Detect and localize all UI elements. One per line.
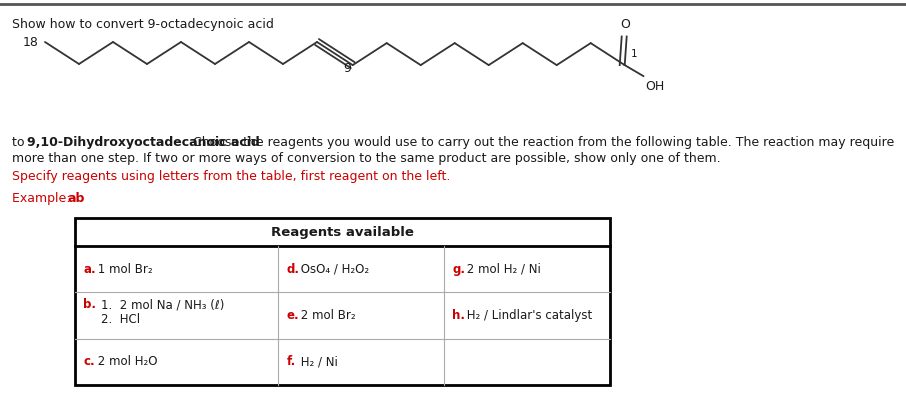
Text: a.: a.	[83, 263, 96, 276]
Text: g.: g.	[452, 263, 465, 276]
Text: O: O	[620, 17, 630, 30]
Text: OH: OH	[645, 80, 665, 93]
Text: Reagents available: Reagents available	[271, 225, 414, 238]
Text: b.: b.	[83, 298, 96, 311]
Text: 9,10-Dihydroxyoctadecanoic acid: 9,10-Dihydroxyoctadecanoic acid	[27, 136, 260, 149]
Text: h.: h.	[452, 309, 465, 322]
Text: . Choose the reagents you would use to carry out the reaction from the following: . Choose the reagents you would use to c…	[185, 136, 894, 149]
Text: H₂ / Ni: H₂ / Ni	[297, 355, 338, 368]
Text: 1 mol Br₂: 1 mol Br₂	[94, 263, 152, 276]
Text: 1.  2 mol Na / NH₃ (ℓ): 1. 2 mol Na / NH₃ (ℓ)	[101, 298, 225, 311]
Text: Example:: Example:	[12, 192, 74, 205]
Text: 2 mol H₂O: 2 mol H₂O	[94, 355, 158, 368]
Text: more than one step. If two or more ways of conversion to the same product are po: more than one step. If two or more ways …	[12, 152, 720, 165]
Text: 1: 1	[631, 49, 637, 59]
Text: e.: e.	[286, 309, 299, 322]
Text: Show how to convert 9-octadecynoic acid: Show how to convert 9-octadecynoic acid	[12, 18, 274, 31]
Text: OsO₄ / H₂O₂: OsO₄ / H₂O₂	[297, 263, 370, 276]
Bar	[75, 218, 610, 385]
Text: 2 mol H₂ / Ni: 2 mol H₂ / Ni	[463, 263, 541, 276]
Text: c.: c.	[83, 355, 94, 368]
Text: 2 mol Br₂: 2 mol Br₂	[297, 309, 356, 322]
Text: f.: f.	[286, 355, 295, 368]
Text: H₂ / Lindlar's catalyst: H₂ / Lindlar's catalyst	[463, 309, 593, 322]
Text: ab: ab	[67, 192, 84, 205]
Text: d.: d.	[286, 263, 299, 276]
Text: 9: 9	[342, 61, 351, 74]
Text: Specify reagents using letters from the table, first reagent on the left.: Specify reagents using letters from the …	[12, 170, 450, 183]
Text: 18: 18	[24, 35, 39, 48]
Text: to: to	[12, 136, 28, 149]
Text: 2.  HCl: 2. HCl	[101, 313, 140, 326]
